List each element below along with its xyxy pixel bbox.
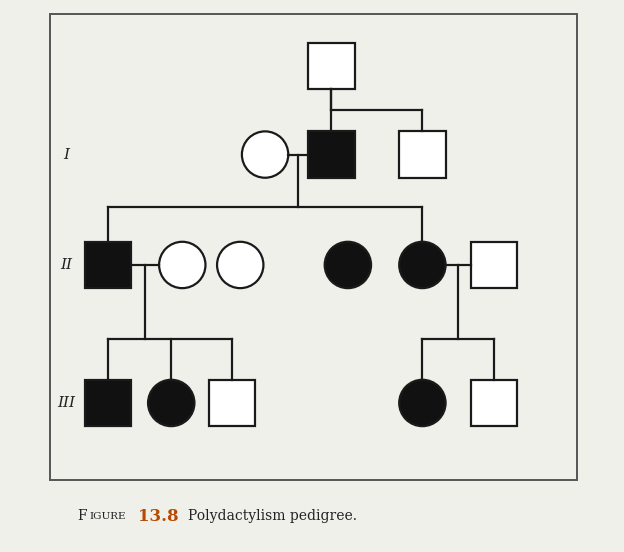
Text: I: I [64, 147, 69, 162]
Bar [209, 380, 255, 426]
Bar [399, 131, 446, 178]
Bar [308, 131, 354, 178]
Text: F: F [77, 509, 87, 523]
Circle shape [217, 242, 263, 288]
Bar [471, 242, 517, 288]
Bar [308, 43, 354, 89]
Text: IGURE: IGURE [90, 512, 126, 521]
Text: 13.8: 13.8 [138, 508, 178, 524]
Bar [471, 380, 517, 426]
Bar [85, 242, 131, 288]
Circle shape [399, 380, 446, 426]
Circle shape [159, 242, 205, 288]
Text: III: III [57, 396, 76, 410]
Text: II: II [61, 258, 72, 272]
Bar [50, 14, 577, 480]
Text: Polydactylism pedigree.: Polydactylism pedigree. [188, 509, 357, 523]
Circle shape [148, 380, 195, 426]
Bar [85, 380, 131, 426]
Circle shape [242, 131, 288, 178]
Circle shape [399, 242, 446, 288]
Circle shape [324, 242, 371, 288]
